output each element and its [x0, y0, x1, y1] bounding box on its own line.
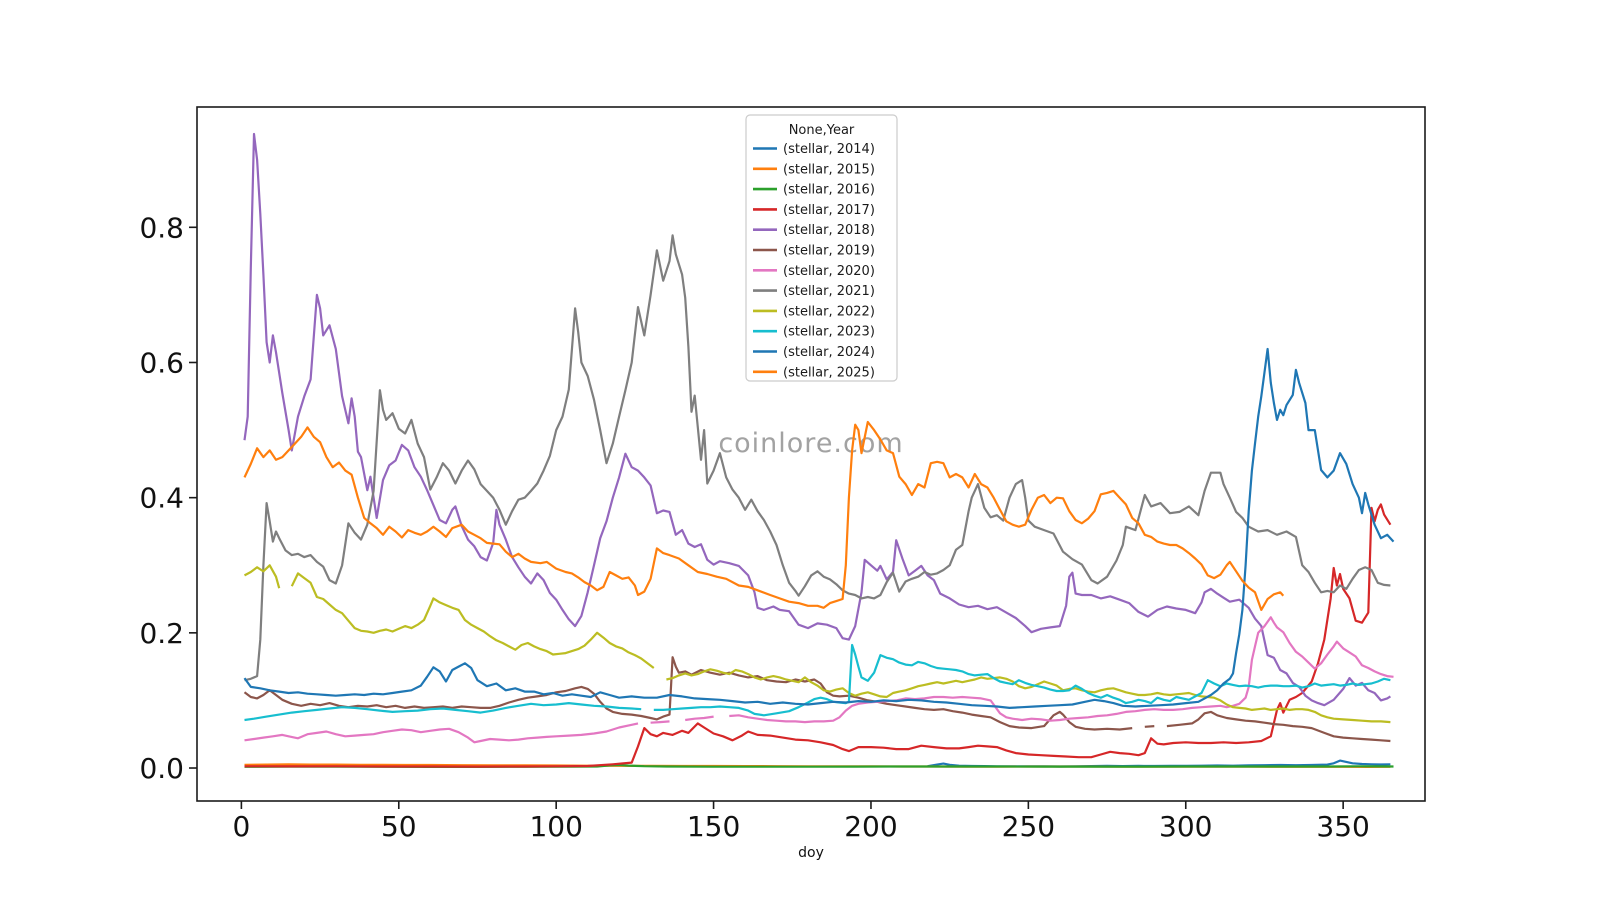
series-line-2019 — [1166, 710, 1391, 743]
y-tick-label: 0.8 — [139, 211, 184, 244]
legend-label-2015: (stellar, 2015) — [783, 162, 875, 177]
legend-label-2020: (stellar, 2020) — [783, 264, 875, 279]
legend-box — [745, 114, 898, 382]
legend-label-2021: (stellar, 2021) — [783, 284, 875, 299]
x-axis-label: doy — [798, 845, 824, 861]
series-line-2020 — [650, 720, 670, 724]
series-line-2025 — [243, 420, 1285, 612]
legend-label-2017: (stellar, 2017) — [783, 203, 875, 218]
x-tick-label: 50 — [381, 810, 417, 843]
series-line-2019 — [1144, 725, 1155, 728]
y-tick-label: 0.2 — [139, 617, 184, 650]
legend-label-2014: (stellar, 2014) — [783, 142, 875, 157]
x-tick-label: 350 — [1316, 810, 1369, 843]
legend-label-2018: (stellar, 2018) — [783, 223, 875, 238]
series-line-2020 — [685, 715, 714, 722]
legend-label-2022: (stellar, 2022) — [783, 304, 875, 319]
legend-label-2019: (stellar, 2019) — [783, 244, 875, 259]
plot-border — [196, 106, 1426, 802]
series-line-2021 — [244, 234, 1391, 682]
series-line-2020 — [244, 722, 639, 744]
y-tick-label: 0.4 — [139, 482, 184, 515]
y-tick-label: 0.0 — [139, 752, 184, 785]
legend-label-2024: (stellar, 2024) — [783, 345, 875, 360]
legend-label-2025: (stellar, 2025) — [783, 365, 875, 380]
series-line-2019 — [243, 656, 1133, 731]
series-line-2020 — [729, 616, 1394, 724]
series-line-2023 — [653, 643, 1391, 717]
series-line-2023 — [244, 701, 642, 722]
x-tick-label: 0 — [232, 810, 250, 843]
series-line-2022 — [666, 668, 1391, 724]
x-tick-label: 200 — [844, 810, 897, 843]
x-tick-label: 300 — [1159, 810, 1212, 843]
series-line-2018 — [243, 132, 1391, 707]
y-tick-label: 0.6 — [139, 346, 184, 379]
x-tick-label: 150 — [687, 810, 740, 843]
watermark-text: coinlore.com — [718, 428, 903, 459]
x-tick-label: 100 — [529, 810, 582, 843]
legend-label-2016: (stellar, 2016) — [783, 183, 875, 198]
x-tick-label: 250 — [1002, 810, 1055, 843]
legend-label-2023: (stellar, 2023) — [783, 325, 875, 340]
series-line-2022 — [290, 572, 655, 669]
series-line-2024 — [243, 347, 1395, 710]
legend-title: None,Year — [789, 123, 855, 138]
series-line-2022 — [243, 564, 281, 589]
